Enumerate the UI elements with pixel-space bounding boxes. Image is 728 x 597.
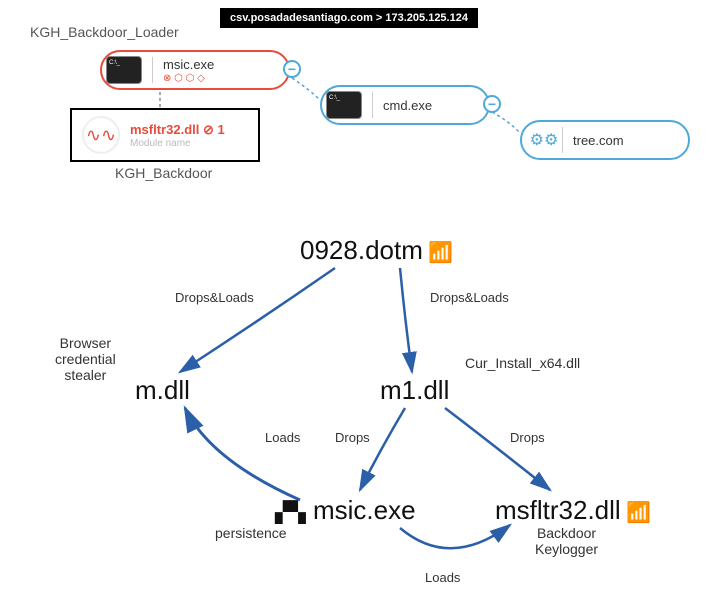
process-title: tree.com	[573, 133, 624, 148]
node-label: 0928.dotm	[300, 235, 423, 265]
module-subtitle: Module name	[130, 138, 225, 149]
grid-icon: ▞▚	[275, 502, 306, 524]
process-cmd[interactable]: C:\_ cmd.exe	[320, 85, 490, 125]
collapse-button[interactable]: −	[283, 60, 301, 78]
label-cur-install: Cur_Install_x64.dll	[465, 355, 580, 371]
wifi-icon: 📶	[423, 242, 453, 264]
terminal-icon: C:\_	[106, 56, 142, 84]
process-msic[interactable]: C:\_ msic.exe ⊗ ⬡ ⬡ ◇	[100, 50, 290, 90]
node-label: msfltr32.dll	[495, 495, 621, 525]
node-dotm: 0928.dotm 📶	[300, 235, 453, 266]
module-msfltr[interactable]: ∿∿ msfltr32.dll ⊘ 1 Module name	[70, 108, 260, 162]
label-persistence: persistence	[215, 525, 287, 541]
label-backdoor-keylogger: Backdoor Keylogger	[535, 525, 598, 557]
module-title: msfltr32.dll ⊘ 1	[130, 122, 225, 138]
node-label: msic.exe	[313, 495, 416, 525]
process-title: msic.exe	[163, 57, 214, 72]
divider	[562, 127, 563, 153]
node-mdll: m.dll	[135, 375, 190, 406]
backdoor-label: KGH_Backdoor	[115, 165, 212, 181]
process-info: msic.exe ⊗ ⬡ ⬡ ◇	[163, 57, 214, 84]
terminal-icon: C:\_	[326, 91, 362, 119]
edge-label: Drops	[510, 430, 545, 445]
edge-label: Loads	[265, 430, 300, 445]
c2-banner: csv.posadadesantiago.com > 173.205.125.1…	[220, 8, 478, 28]
divider	[152, 57, 153, 83]
wifi-icon: 📶	[621, 502, 651, 524]
badge-icons: ⊗ ⬡ ⬡ ◇	[163, 73, 214, 84]
wave-icon: ∿∿	[82, 116, 120, 154]
node-m1dll: m1.dll	[380, 375, 449, 406]
module-info: msfltr32.dll ⊘ 1 Module name	[130, 122, 225, 149]
process-tree[interactable]: ⚙⚙ tree.com	[520, 120, 690, 160]
collapse-button[interactable]: −	[483, 95, 501, 113]
gear-icon: ⚙⚙	[526, 126, 562, 154]
label-browser-stealer: Browser credential stealer	[55, 335, 116, 383]
edge-label: Loads	[425, 570, 460, 585]
node-msfltr: msfltr32.dll 📶	[495, 495, 651, 526]
process-title: cmd.exe	[383, 98, 432, 113]
node-msic: ▞▚ msic.exe	[275, 495, 416, 526]
edge-label: Drops&Loads	[175, 290, 254, 305]
edge-label: Drops&Loads	[430, 290, 509, 305]
divider	[372, 92, 373, 118]
edge-label: Drops	[335, 430, 370, 445]
loader-label: KGH_Backdoor_Loader	[30, 24, 179, 40]
